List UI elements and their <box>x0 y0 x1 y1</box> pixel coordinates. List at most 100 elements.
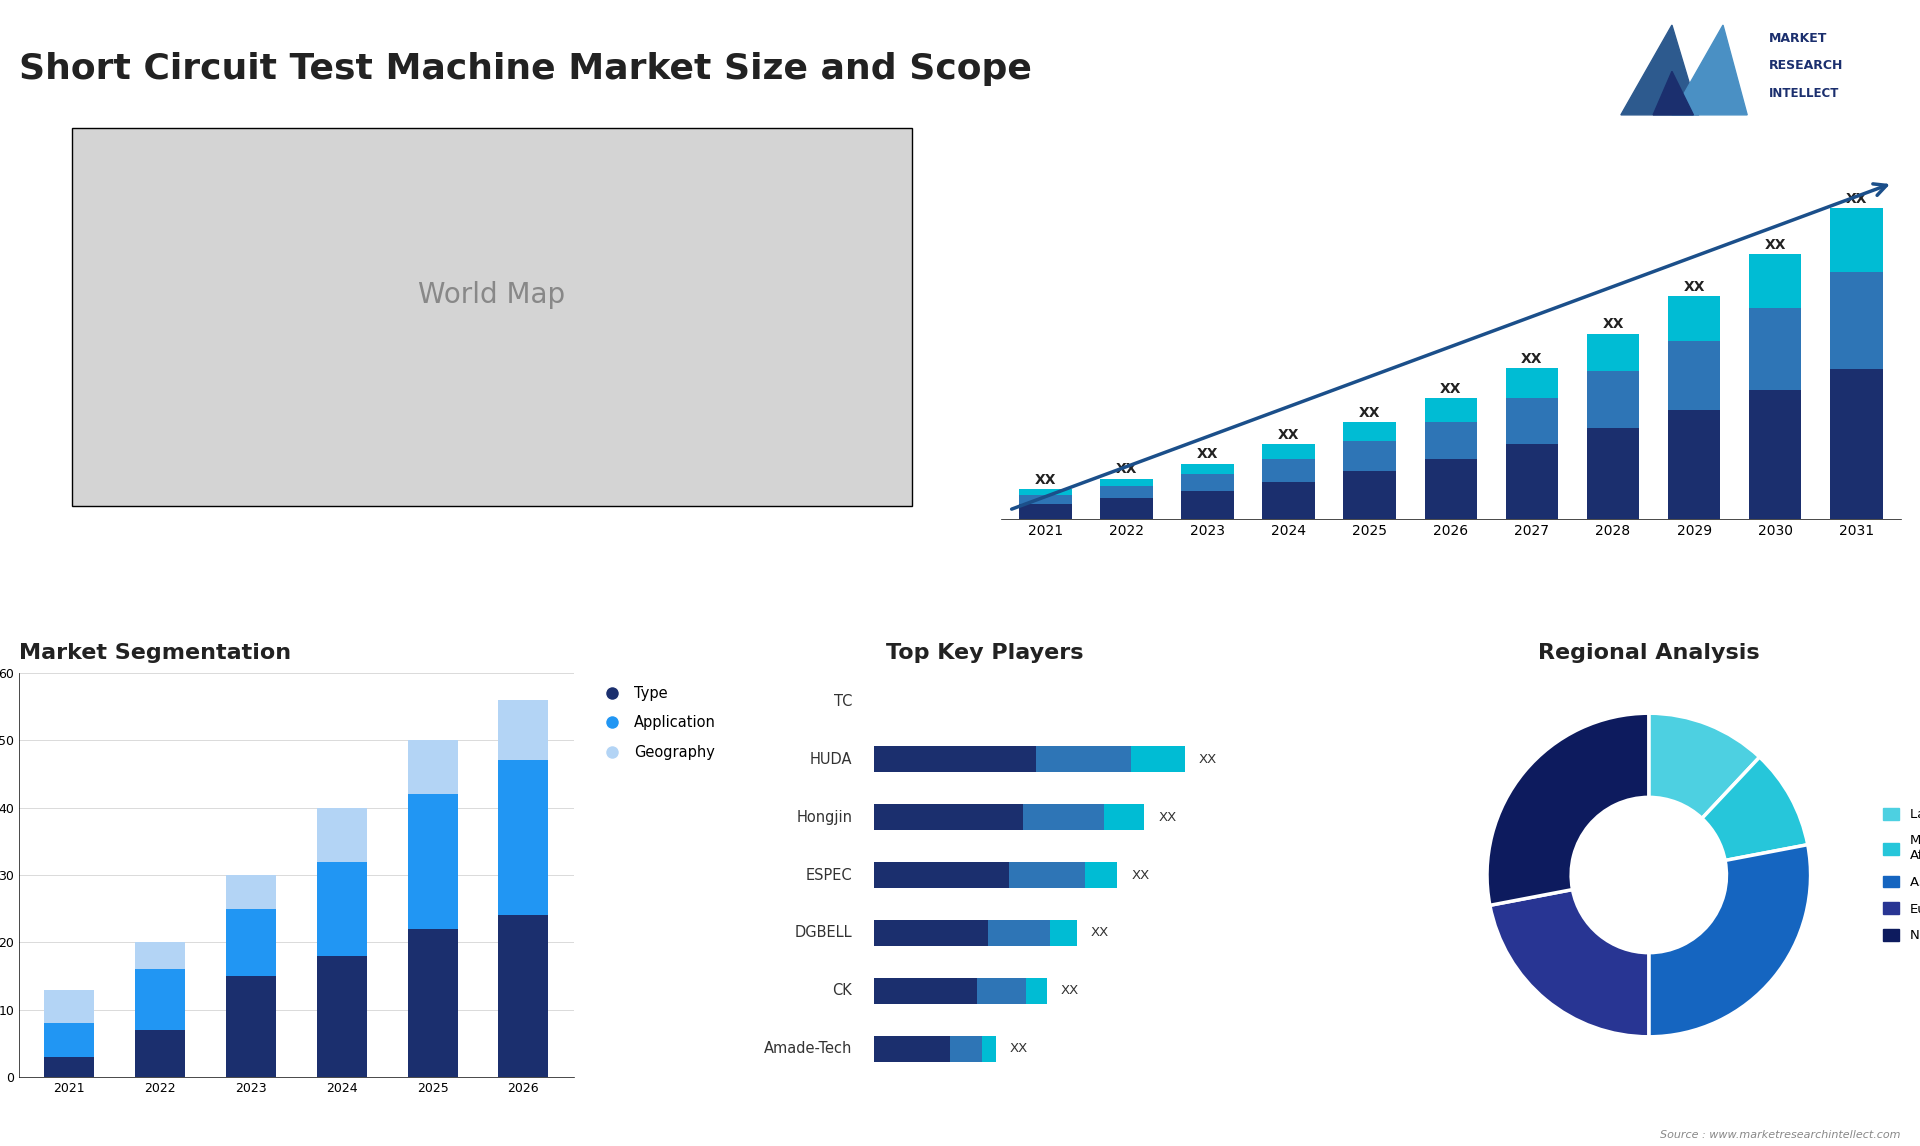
Bar <box>1037 746 1131 772</box>
Wedge shape <box>1649 845 1811 1037</box>
Text: XX: XX <box>1158 810 1177 824</box>
Bar <box>1085 862 1117 888</box>
Bar <box>1181 464 1235 474</box>
Bar <box>1830 207 1882 273</box>
Text: Amade-Tech: Amade-Tech <box>764 1042 852 1057</box>
Bar <box>1131 746 1185 772</box>
Text: DGBELL: DGBELL <box>795 926 852 941</box>
Bar <box>499 916 549 1077</box>
Bar <box>1020 489 1071 495</box>
Bar <box>983 1036 996 1062</box>
Bar <box>227 909 276 976</box>
Bar <box>317 862 367 956</box>
Bar <box>1261 445 1315 460</box>
Text: HUDA: HUDA <box>810 752 852 767</box>
Bar <box>44 1023 94 1057</box>
Bar <box>1668 296 1720 342</box>
Bar <box>987 920 1050 947</box>
Bar <box>1425 398 1476 422</box>
Text: Source : www.marketresearchintellect.com: Source : www.marketresearchintellect.com <box>1661 1130 1901 1140</box>
Bar <box>874 1036 950 1062</box>
Bar <box>1100 499 1152 519</box>
Bar <box>134 1030 184 1077</box>
Bar <box>407 794 457 929</box>
Bar <box>1668 342 1720 410</box>
Bar <box>1261 481 1315 519</box>
Text: XX: XX <box>1603 317 1624 331</box>
Bar <box>1425 422 1476 460</box>
Bar <box>317 808 367 862</box>
Bar <box>44 990 94 1023</box>
Bar <box>1261 460 1315 481</box>
Text: CK: CK <box>833 983 852 998</box>
Bar <box>977 978 1025 1004</box>
Bar <box>407 740 457 794</box>
Bar <box>1505 445 1559 519</box>
Bar <box>499 700 549 761</box>
Title: Regional Analysis: Regional Analysis <box>1538 643 1759 662</box>
Text: INTELLECT: INTELLECT <box>1768 87 1839 100</box>
Bar <box>44 1057 94 1077</box>
Bar <box>1749 254 1801 308</box>
Text: XX: XX <box>1091 926 1110 940</box>
FancyBboxPatch shape <box>71 128 912 505</box>
Text: XX: XX <box>1279 429 1300 442</box>
Bar <box>1505 368 1559 398</box>
Text: XX: XX <box>1764 238 1786 252</box>
Bar <box>1104 803 1144 830</box>
Bar <box>1050 920 1077 947</box>
Wedge shape <box>1490 889 1649 1037</box>
Text: Hongjin: Hongjin <box>797 809 852 824</box>
Bar <box>227 976 276 1077</box>
Bar <box>874 862 1010 888</box>
Legend: Type, Application, Geography: Type, Application, Geography <box>591 680 722 766</box>
Polygon shape <box>1620 25 1699 115</box>
Bar <box>1830 369 1882 519</box>
Bar <box>1181 490 1235 519</box>
Bar <box>874 746 1037 772</box>
Bar <box>1668 410 1720 519</box>
Bar <box>1344 441 1396 471</box>
Bar <box>407 929 457 1077</box>
Text: XX: XX <box>1035 473 1056 487</box>
Text: XX: XX <box>1440 382 1461 395</box>
Polygon shape <box>1672 25 1747 115</box>
Bar <box>874 978 977 1004</box>
Text: ESPEC: ESPEC <box>806 868 852 882</box>
Title: Top Key Players: Top Key Players <box>887 643 1085 662</box>
Text: XX: XX <box>1198 753 1217 766</box>
Bar <box>1010 862 1085 888</box>
Text: RESEARCH: RESEARCH <box>1768 60 1843 72</box>
Bar <box>1100 486 1152 499</box>
Text: XX: XX <box>1845 191 1866 205</box>
Bar <box>1025 978 1046 1004</box>
Bar <box>1586 333 1640 371</box>
Bar <box>1020 495 1071 504</box>
Bar <box>1023 803 1104 830</box>
Text: XX: XX <box>1684 280 1705 295</box>
Text: XX: XX <box>1521 352 1542 366</box>
Bar <box>1505 398 1559 445</box>
Text: XX: XX <box>1116 463 1137 477</box>
Bar <box>1749 391 1801 519</box>
Bar <box>1830 273 1882 369</box>
Bar <box>1586 427 1640 519</box>
Bar <box>1344 422 1396 441</box>
Bar <box>134 970 184 1030</box>
Text: World Map: World Map <box>419 282 564 309</box>
Polygon shape <box>1653 71 1693 115</box>
Bar <box>1425 460 1476 519</box>
Text: Short Circuit Test Machine Market Size and Scope: Short Circuit Test Machine Market Size a… <box>19 52 1033 86</box>
Wedge shape <box>1486 713 1649 905</box>
Bar <box>317 956 367 1077</box>
Bar <box>1586 371 1640 427</box>
Wedge shape <box>1701 758 1809 861</box>
Bar <box>134 942 184 970</box>
Text: XX: XX <box>1062 984 1079 997</box>
Legend: Latin America, Middle East &
Africa, Asia Pacific, Europe, North America: Latin America, Middle East & Africa, Asi… <box>1878 802 1920 948</box>
Bar <box>874 920 987 947</box>
Text: XX: XX <box>1196 447 1219 462</box>
Bar <box>1344 471 1396 519</box>
Text: XX: XX <box>1010 1043 1027 1055</box>
Text: TC: TC <box>833 693 852 708</box>
